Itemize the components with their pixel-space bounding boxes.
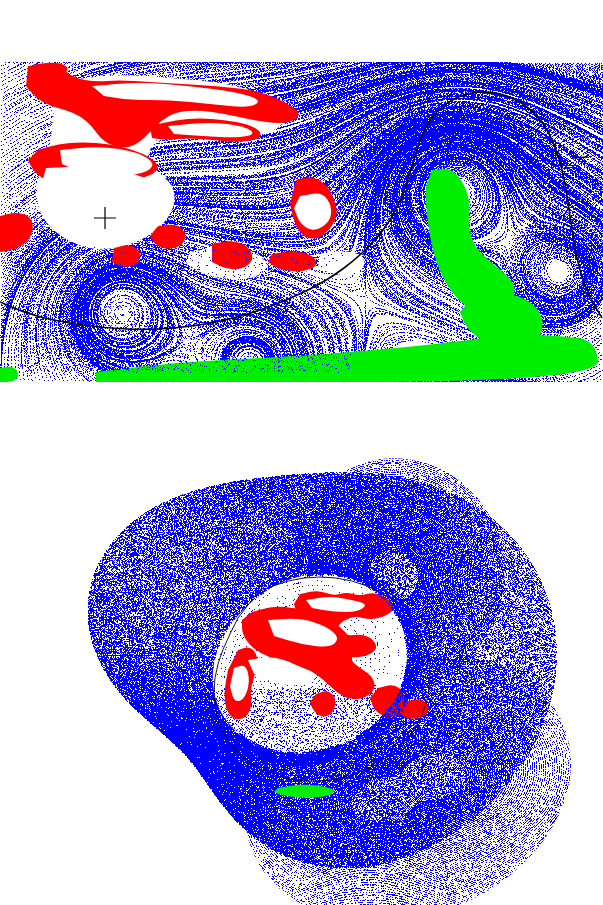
rectangular-map-panel[interactable]	[0, 62, 603, 382]
polar-projection-panel[interactable]	[0, 430, 603, 905]
polar-projection-canvas[interactable]	[0, 430, 603, 905]
rectangular-map-canvas[interactable]	[0, 62, 603, 382]
